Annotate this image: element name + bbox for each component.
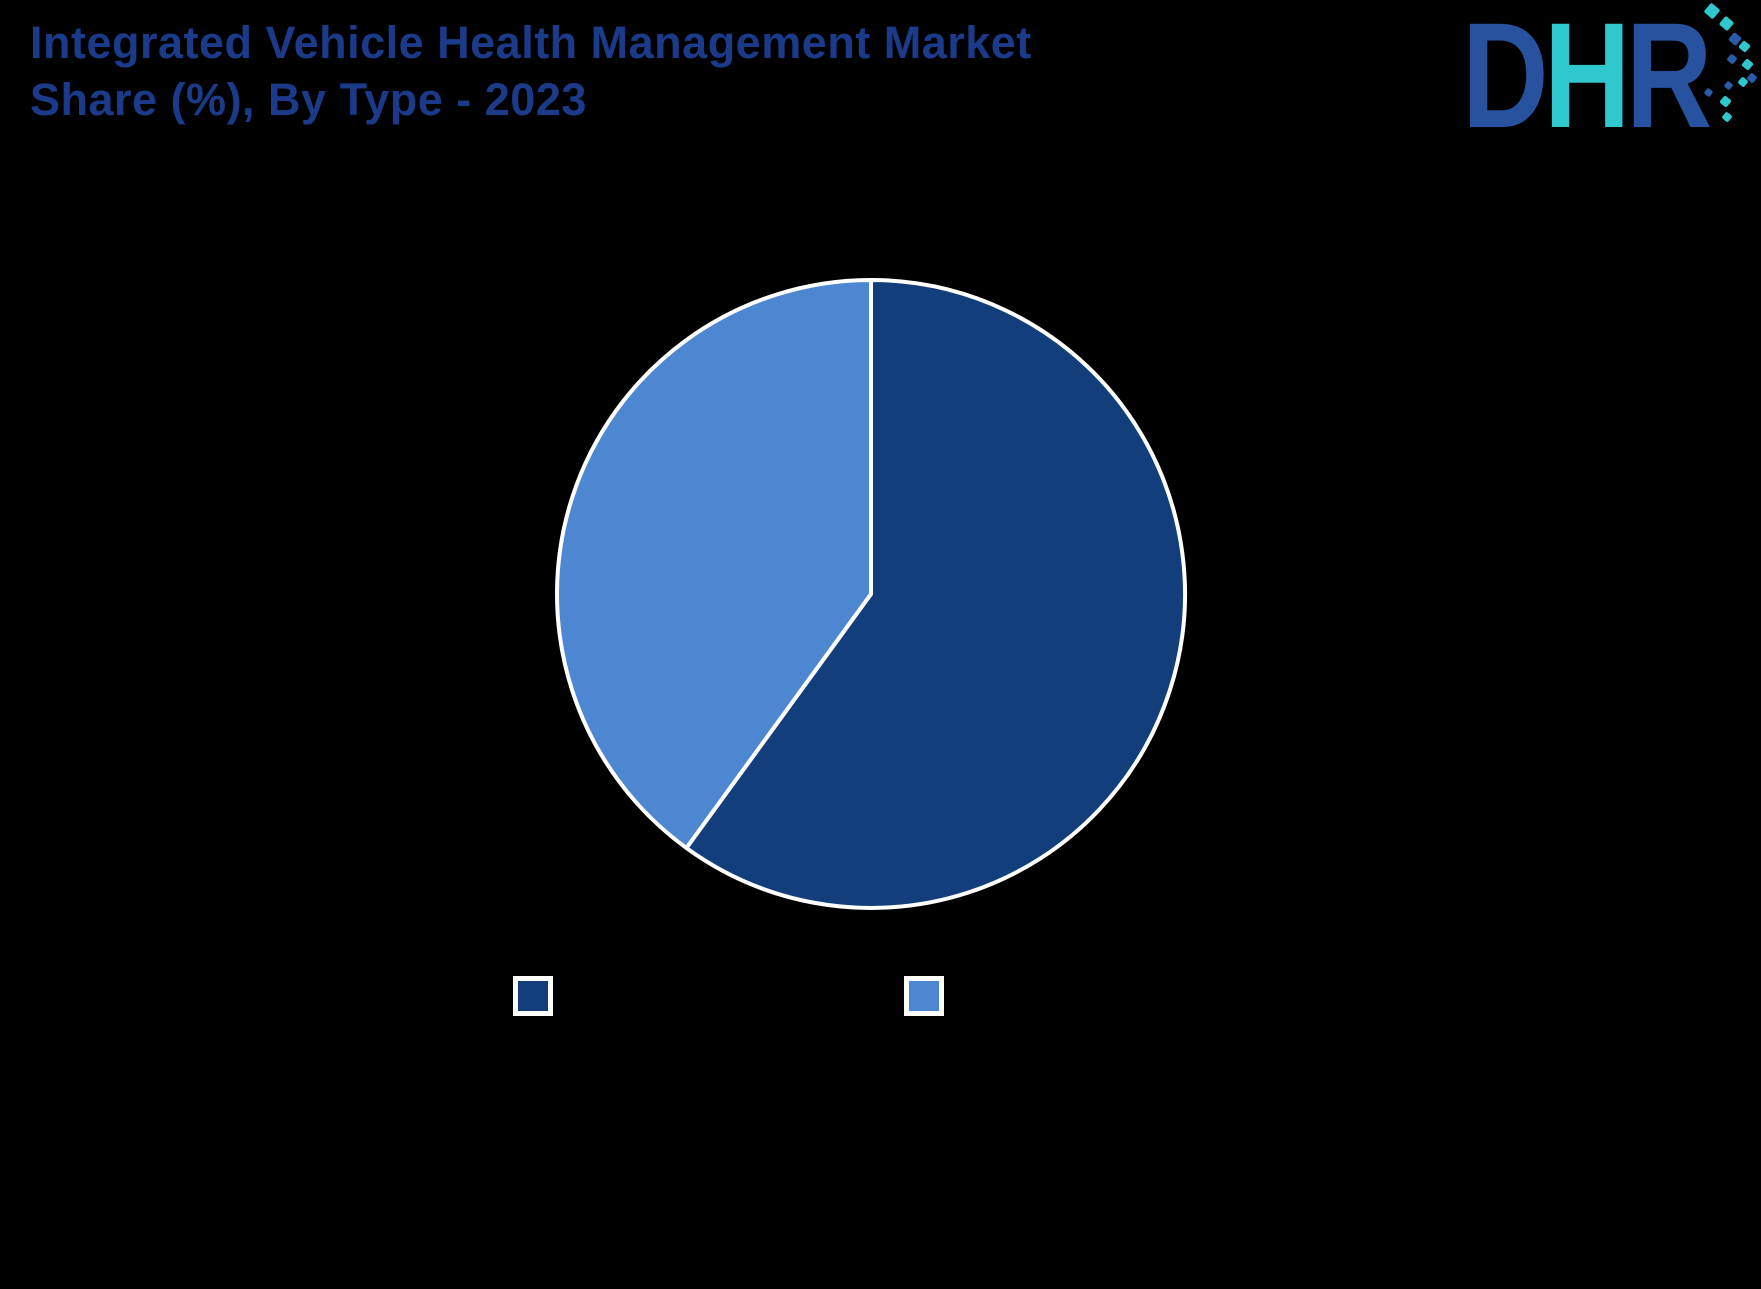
chart-title: Integrated Vehicle Health Management Mar…	[30, 14, 1032, 128]
logo-letter-h: H	[1543, 0, 1631, 159]
chart-title-line2: Share (%), By Type - 2023	[30, 74, 587, 125]
logo-dot-icon	[1726, 53, 1738, 65]
pie-chart	[555, 278, 1187, 910]
logo-dot-icon	[1721, 111, 1733, 123]
logo-dot-icon	[1741, 58, 1754, 71]
logo-letter-d: D	[1462, 0, 1549, 159]
chart-title-line1: Integrated Vehicle Health Management Mar…	[30, 17, 1032, 68]
logo-dot-icon	[1719, 95, 1732, 108]
legend-swatch-dark	[513, 976, 553, 1016]
legend-swatch-light	[904, 976, 944, 1016]
logo-dot-icon	[1738, 40, 1751, 53]
logo-dot-icon	[1718, 15, 1735, 32]
dhr-logo: DHR	[1440, 0, 1761, 160]
pie-slice-0	[684, 278, 1187, 910]
dhr-logo-text: DHR	[1462, 0, 1712, 150]
pie-slice-1	[555, 278, 873, 850]
logo-letter-r: R	[1625, 0, 1713, 159]
logo-dot-icon	[1723, 80, 1734, 91]
